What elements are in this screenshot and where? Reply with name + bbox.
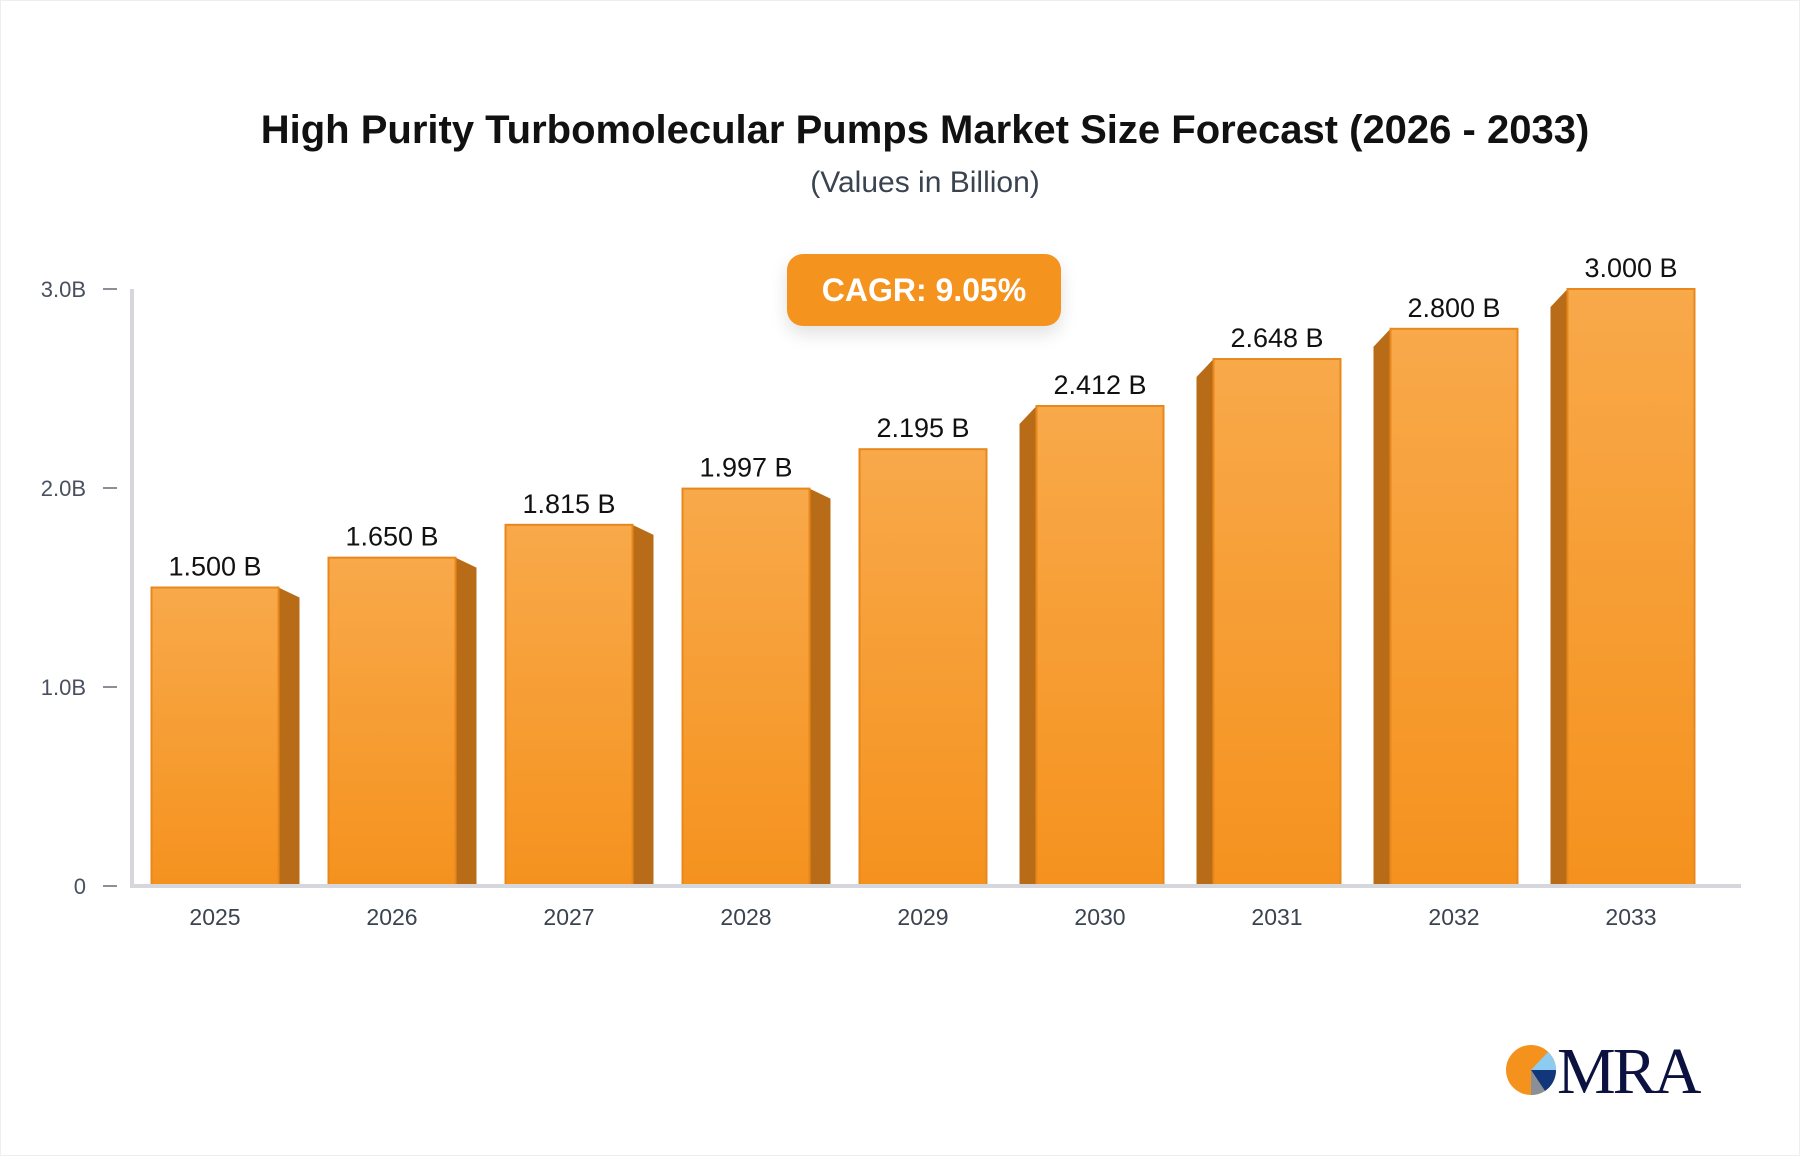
bar-side xyxy=(278,587,300,886)
data-label: 2.412 B xyxy=(1053,370,1146,400)
data-label: 2.195 B xyxy=(876,413,969,443)
mra-logo: MRA xyxy=(1505,1035,1701,1108)
bar xyxy=(504,523,634,887)
data-label: 3.000 B xyxy=(1584,253,1677,283)
bar-side xyxy=(1373,328,1391,886)
bar xyxy=(1389,327,1519,887)
y-tick-label: 3.0B xyxy=(41,277,86,302)
bar-side xyxy=(455,557,477,886)
x-tick-label: 2027 xyxy=(543,904,594,930)
x-tick-label: 2032 xyxy=(1428,904,1479,930)
bar xyxy=(681,487,811,887)
x-tick-label: 2028 xyxy=(720,904,771,930)
bar-side xyxy=(809,488,831,886)
data-label: 2.800 B xyxy=(1407,293,1500,323)
chart-title: High Purity Turbomolecular Pumps Market … xyxy=(260,108,1590,152)
cagr-badge: CAGR: 9.05% xyxy=(787,254,1061,326)
x-tick-label: 2033 xyxy=(1605,904,1656,930)
data-label: 1.997 B xyxy=(699,453,792,483)
bar-side xyxy=(1550,289,1568,886)
pie-logo-icon xyxy=(1506,1045,1557,1096)
bar xyxy=(150,586,280,887)
y-tick-label: 0 xyxy=(74,874,86,899)
bar-side xyxy=(632,524,654,886)
bar xyxy=(1566,288,1696,887)
data-label: 1.650 B xyxy=(345,522,438,552)
x-tick-label: 2025 xyxy=(189,904,240,930)
bar xyxy=(1035,405,1165,887)
bar-side xyxy=(1019,406,1037,886)
bar xyxy=(1212,358,1342,888)
x-tick-label: 2026 xyxy=(366,904,417,930)
data-label: 1.500 B xyxy=(168,552,261,582)
x-tick-label: 2030 xyxy=(1074,904,1125,930)
x-tick-label: 2029 xyxy=(897,904,948,930)
y-tick-label: 1.0B xyxy=(41,675,86,700)
bar-side xyxy=(1196,359,1214,887)
data-label: 1.815 B xyxy=(522,489,615,519)
bar xyxy=(327,556,457,888)
logo-text: MRA xyxy=(1557,1035,1701,1108)
x-tick-label: 2031 xyxy=(1251,904,1302,930)
y-tick-label: 2.0B xyxy=(41,476,86,501)
chart-subtitle: (Values in Billion) xyxy=(810,166,1040,199)
bar xyxy=(858,448,988,887)
data-label: 2.648 B xyxy=(1230,323,1323,353)
